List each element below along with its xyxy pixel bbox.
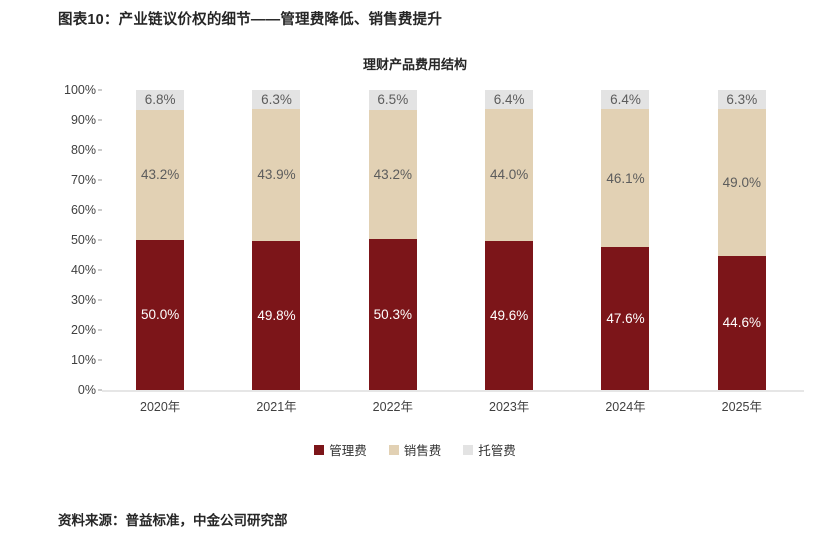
bar-segment-label: 49.6% (490, 307, 529, 323)
x-tick-label: 2021年 (256, 400, 297, 414)
bar-segment[interactable]: 46.1% (601, 109, 650, 248)
bar-stack[interactable]: 6.3% 49.0% 44.6% (717, 90, 766, 390)
bar-group: 6.4% 44.0% 49.6% (451, 90, 567, 390)
bar-stack[interactable]: 6.3% 43.9% 49.8% (252, 90, 301, 390)
x-axis: 2020年 2021年 2022年 2023年 2024年 2025年 (102, 396, 800, 420)
bar-group: 6.3% 49.0% 44.6% (684, 90, 800, 390)
y-tick-label: 30% (70, 293, 96, 307)
y-tick-mark (98, 299, 102, 301)
bar-segment-label: 50.0% (141, 307, 180, 323)
y-tick-label: 50% (70, 233, 96, 247)
bar-segment[interactable]: 6.4% (485, 90, 534, 110)
bar-stack[interactable]: 6.5% 43.2% 50.3% (368, 90, 417, 390)
bar-segment-label: 49.0% (722, 174, 761, 190)
bar-segment-label: 6.4% (610, 91, 641, 107)
bar-segment-label: 43.2% (373, 166, 412, 182)
legend-item[interactable]: 销售费 (388, 440, 442, 459)
y-tick-mark (98, 269, 102, 271)
y-tick-label: 10% (70, 353, 96, 367)
x-tick-label: 2023年 (489, 400, 530, 414)
bar-segment-label: 47.6% (606, 311, 645, 327)
bar-segment-label: 44.0% (490, 167, 529, 183)
y-tick-label: 70% (70, 173, 96, 187)
bar-segment[interactable]: 6.5% (368, 90, 417, 110)
figure-title: 图表10：产业链议价权的细节——管理费降低、销售费提升 (58, 12, 443, 28)
bar-segment[interactable]: 6.3% (252, 90, 301, 109)
y-tick-label: 60% (70, 203, 96, 217)
y-tick-mark (98, 89, 102, 91)
y-tick-mark (98, 209, 102, 211)
legend-swatch-icon (463, 444, 474, 455)
x-tick-label: 2025年 (721, 400, 762, 414)
bar-segment-label: 43.2% (141, 167, 180, 183)
bar-segment-label: 44.6% (722, 315, 761, 331)
bar-segment[interactable]: 47.6% (601, 247, 650, 391)
chart-plot: 0% 10% 20% 30% 40% 50% 60% 70% 80% 90% 100% 6.8% 43… (40, 83, 804, 397)
bar-group: 6.8% 43.2% 50.0% (102, 90, 218, 390)
bar-group: 6.4% 46.1% 47.6% (567, 90, 683, 391)
bar-segment-label: 49.8% (257, 307, 296, 323)
bar-segment[interactable]: 6.3% (717, 90, 766, 109)
bar-segment[interactable]: 44.0% (485, 109, 534, 242)
source-note: 资料来源：普益标准，中金公司研究部 (58, 513, 288, 528)
bar-segment[interactable]: 43.2% (368, 109, 417, 240)
bar-group: 6.5% 43.2% 50.3% (335, 90, 451, 390)
x-tick-label: 2024年 (605, 400, 646, 414)
x-axis-line (102, 390, 804, 392)
bar-segment[interactable]: 6.4% (601, 90, 650, 110)
y-tick-mark (98, 239, 102, 241)
bar-segment[interactable]: 43.2% (136, 110, 185, 240)
bar-segment[interactable]: 50.3% (368, 239, 417, 390)
legend-label: 管理费 (329, 444, 367, 458)
y-tick-mark (98, 389, 102, 391)
y-tick-mark (98, 179, 102, 181)
legend-label: 销售费 (403, 444, 442, 458)
bar-segment[interactable]: 49.8% (252, 240, 301, 390)
bar-segment-label: 6.8% (144, 92, 176, 108)
y-tick-label: 20% (70, 323, 96, 337)
y-tick-label: 90% (70, 113, 96, 127)
plot-area: 6.8% 43.2% 50.0% 6.3% 43.9% 49.8% 6.5% 43.2% 50.… (102, 90, 804, 392)
bar-segment[interactable]: 44.6% (717, 255, 766, 390)
legend-item[interactable]: 管理费 (314, 440, 367, 459)
legend-swatch-icon (388, 444, 399, 455)
bar-segment[interactable]: 49.6% (485, 241, 534, 390)
chart-legend: 管理费 销售费 托管费 (0, 440, 830, 459)
y-tick-mark (98, 359, 102, 361)
bar-segment-label: 43.9% (257, 166, 296, 182)
bar-segment-label: 6.3% (261, 91, 292, 107)
y-tick-mark (98, 329, 102, 331)
bar-stack[interactable]: 6.4% 46.1% 47.6% (601, 90, 650, 391)
bar-segment-label: 46.1% (606, 170, 645, 186)
x-tick-label: 2022年 (372, 400, 413, 414)
bar-segment[interactable]: 50.0% (136, 239, 185, 390)
bar-segment[interactable]: 6.8% (136, 90, 185, 111)
chart-title: 理财产品费用结构 (362, 57, 467, 72)
y-tick-mark (98, 149, 102, 151)
y-tick-label: 80% (70, 143, 96, 157)
bar-segment-label: 50.3% (373, 306, 412, 322)
x-tick-label: 2020年 (140, 400, 181, 414)
y-tick-label: 100% (64, 83, 96, 97)
y-tick-mark (98, 119, 102, 121)
legend-item[interactable]: 托管费 (463, 440, 516, 459)
bar-segment[interactable]: 49.0% (717, 108, 766, 256)
legend-label: 托管费 (478, 444, 516, 458)
bar-stack[interactable]: 6.8% 43.2% 50.0% (136, 90, 185, 390)
bar-segment-label: 6.5% (377, 92, 409, 107)
bar-segment-label: 6.3% (726, 91, 758, 107)
legend-swatch-icon (314, 444, 325, 455)
bar-segment[interactable]: 43.9% (252, 108, 301, 241)
y-tick-label: 40% (70, 263, 96, 277)
bar-segment-label: 6.4% (493, 91, 525, 107)
bar-stack[interactable]: 6.4% 44.0% 49.6% (485, 90, 534, 390)
y-tick-label: 0% (77, 383, 96, 397)
y-axis: 0% 10% 20% 30% 40% 50% 60% 70% 80% 90% 100% (40, 83, 102, 397)
bar-group: 6.3% 43.9% 49.8% (218, 90, 334, 390)
